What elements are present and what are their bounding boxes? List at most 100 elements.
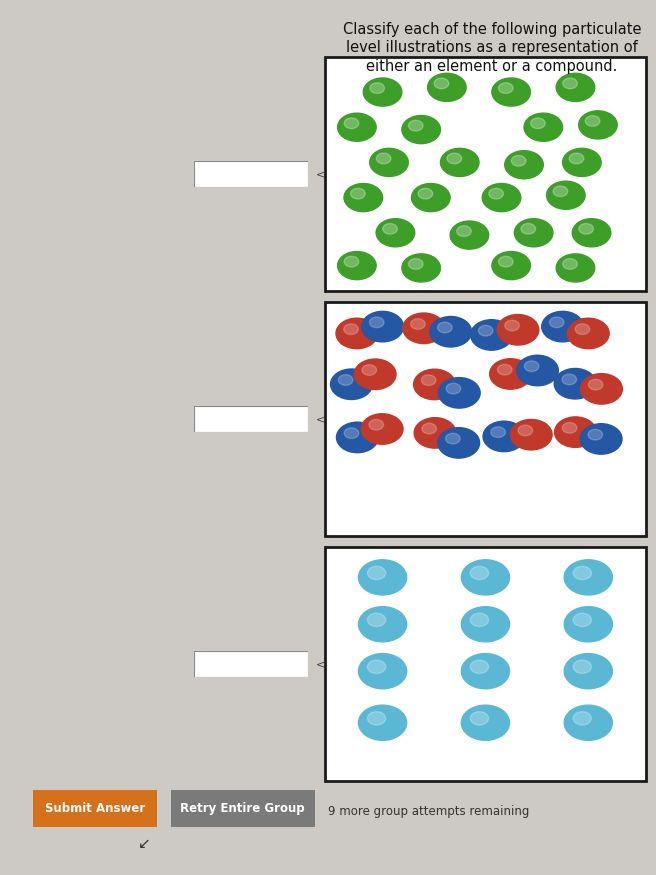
Circle shape xyxy=(376,219,415,247)
Circle shape xyxy=(572,219,611,247)
Circle shape xyxy=(350,188,365,199)
Circle shape xyxy=(492,251,531,280)
Circle shape xyxy=(445,433,460,444)
Circle shape xyxy=(367,711,386,725)
Circle shape xyxy=(361,414,403,444)
Circle shape xyxy=(504,150,543,178)
Circle shape xyxy=(585,116,600,126)
Circle shape xyxy=(470,660,489,674)
Circle shape xyxy=(470,566,489,579)
Circle shape xyxy=(358,705,407,740)
Circle shape xyxy=(573,566,592,579)
Circle shape xyxy=(461,654,510,689)
Circle shape xyxy=(524,113,563,141)
Circle shape xyxy=(554,416,596,447)
Circle shape xyxy=(518,425,533,436)
Circle shape xyxy=(354,359,396,389)
Circle shape xyxy=(470,319,512,350)
Circle shape xyxy=(440,149,479,177)
Circle shape xyxy=(564,705,613,740)
Circle shape xyxy=(550,317,564,327)
Circle shape xyxy=(422,424,436,434)
Circle shape xyxy=(447,153,462,164)
Circle shape xyxy=(403,313,445,344)
Circle shape xyxy=(567,318,609,348)
Circle shape xyxy=(377,153,391,164)
Circle shape xyxy=(478,326,493,336)
Circle shape xyxy=(358,654,407,689)
Circle shape xyxy=(497,364,512,375)
Circle shape xyxy=(461,606,510,642)
Circle shape xyxy=(564,654,613,689)
Circle shape xyxy=(409,120,423,131)
Circle shape xyxy=(510,419,552,450)
Circle shape xyxy=(563,78,577,88)
Text: Classify each of the following particulate level illustrations as a representati: Classify each of the following particula… xyxy=(342,22,642,74)
Circle shape xyxy=(579,111,617,139)
Circle shape xyxy=(461,705,510,740)
Circle shape xyxy=(338,374,353,385)
Circle shape xyxy=(499,83,513,94)
Circle shape xyxy=(409,259,423,270)
Circle shape xyxy=(554,368,596,399)
Circle shape xyxy=(470,711,489,725)
Circle shape xyxy=(575,324,590,334)
Circle shape xyxy=(446,383,461,394)
Circle shape xyxy=(358,606,407,642)
Circle shape xyxy=(457,226,471,236)
Circle shape xyxy=(428,74,466,102)
Circle shape xyxy=(367,613,386,626)
Text: <: < xyxy=(316,169,325,179)
Circle shape xyxy=(516,355,558,386)
Circle shape xyxy=(497,314,539,345)
Circle shape xyxy=(511,156,526,166)
Circle shape xyxy=(491,427,505,438)
Circle shape xyxy=(369,317,384,327)
Circle shape xyxy=(338,251,376,280)
Circle shape xyxy=(438,428,480,458)
Circle shape xyxy=(573,660,592,674)
Circle shape xyxy=(499,256,513,267)
Circle shape xyxy=(344,428,359,438)
Circle shape xyxy=(521,223,535,234)
Text: 9 more group attempts remaining: 9 more group attempts remaining xyxy=(328,806,529,818)
Circle shape xyxy=(344,184,382,212)
Circle shape xyxy=(573,711,592,725)
Circle shape xyxy=(569,153,584,164)
Circle shape xyxy=(344,324,358,334)
Circle shape xyxy=(461,560,510,595)
Circle shape xyxy=(434,78,449,88)
Circle shape xyxy=(514,219,553,247)
Circle shape xyxy=(421,374,436,386)
Circle shape xyxy=(579,223,594,234)
Circle shape xyxy=(358,560,407,595)
Circle shape xyxy=(438,378,480,408)
Circle shape xyxy=(367,660,386,674)
Circle shape xyxy=(492,78,531,106)
Circle shape xyxy=(556,254,595,282)
Circle shape xyxy=(438,322,452,332)
Circle shape xyxy=(367,566,386,579)
Circle shape xyxy=(361,312,403,342)
Circle shape xyxy=(344,256,359,267)
Circle shape xyxy=(588,430,603,440)
Circle shape xyxy=(563,149,601,177)
Text: ↙: ↙ xyxy=(138,836,151,850)
Circle shape xyxy=(524,360,539,372)
Circle shape xyxy=(564,560,613,595)
Circle shape xyxy=(370,83,384,94)
Circle shape xyxy=(411,184,450,212)
Circle shape xyxy=(504,320,520,331)
Circle shape xyxy=(581,374,623,404)
Circle shape xyxy=(338,113,376,141)
Circle shape xyxy=(337,422,379,452)
Circle shape xyxy=(402,254,440,282)
Circle shape xyxy=(573,613,592,626)
Circle shape xyxy=(483,421,525,452)
Circle shape xyxy=(430,317,472,347)
Text: <: < xyxy=(316,414,325,424)
Circle shape xyxy=(370,149,408,177)
Circle shape xyxy=(363,78,402,106)
Circle shape xyxy=(336,318,378,348)
Circle shape xyxy=(331,369,373,400)
